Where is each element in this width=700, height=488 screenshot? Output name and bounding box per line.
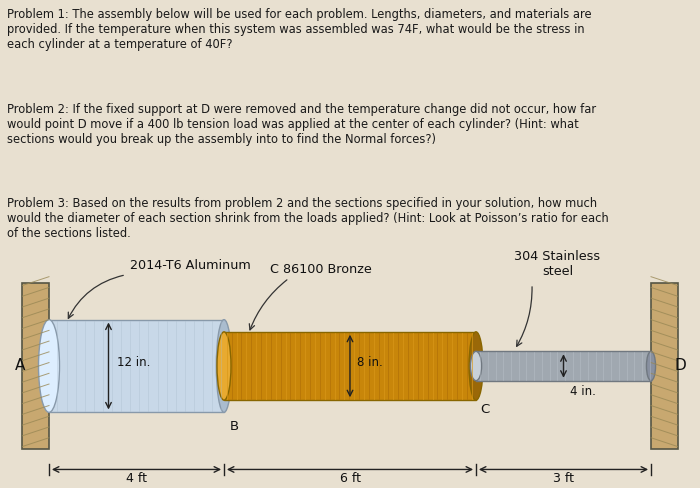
Text: 2014-T6 Aluminum: 2014-T6 Aluminum	[130, 260, 251, 272]
Bar	[476, 351, 651, 381]
Text: 6 ft: 6 ft	[340, 472, 360, 485]
Text: 3 ft: 3 ft	[553, 472, 574, 485]
Text: 304 Stainless
steel: 304 Stainless steel	[514, 249, 601, 278]
Text: Problem 2: If the fixed support at D were removed and the temperature change did: Problem 2: If the fixed support at D wer…	[7, 103, 596, 146]
Ellipse shape	[469, 332, 483, 400]
Ellipse shape	[217, 332, 231, 400]
Text: C: C	[480, 404, 489, 416]
Bar	[224, 332, 476, 400]
Bar	[22, 283, 49, 449]
Text: 4 ft: 4 ft	[126, 472, 147, 485]
Text: D: D	[675, 359, 686, 373]
Text: Problem 1: The assembly below will be used for each problem. Lengths, diameters,: Problem 1: The assembly below will be us…	[7, 8, 592, 51]
Text: Problem 3: Based on the results from problem 2 and the sections specified in you: Problem 3: Based on the results from pro…	[7, 197, 609, 240]
Bar	[651, 283, 678, 449]
Ellipse shape	[470, 351, 482, 381]
Ellipse shape	[647, 351, 655, 381]
Ellipse shape	[216, 320, 232, 412]
Text: B: B	[230, 420, 239, 432]
Text: A: A	[15, 359, 24, 373]
Text: C 86100 Bronze: C 86100 Bronze	[270, 263, 371, 276]
Text: 12 in.: 12 in.	[117, 356, 150, 368]
Ellipse shape	[38, 320, 60, 412]
Text: 8 in.: 8 in.	[357, 356, 383, 368]
Bar	[49, 320, 224, 412]
Text: 4 in.: 4 in.	[570, 385, 596, 398]
